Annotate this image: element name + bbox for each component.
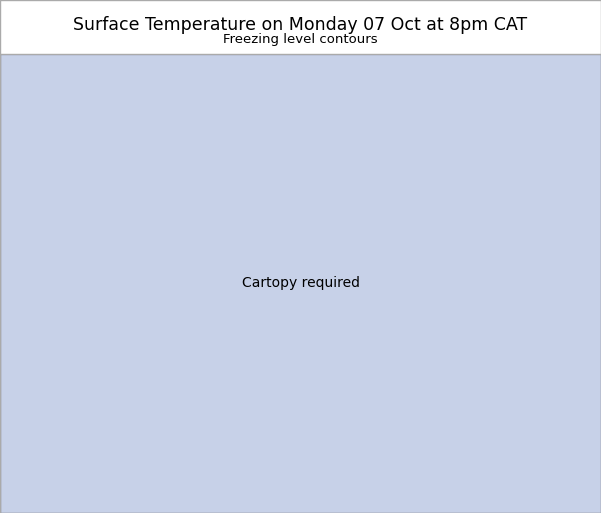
- Text: Surface Temperature on Monday 07 Oct at 8pm CAT: Surface Temperature on Monday 07 Oct at …: [73, 16, 528, 34]
- Text: Freezing level contours: Freezing level contours: [223, 33, 378, 46]
- Text: Cartopy required: Cartopy required: [242, 277, 359, 290]
